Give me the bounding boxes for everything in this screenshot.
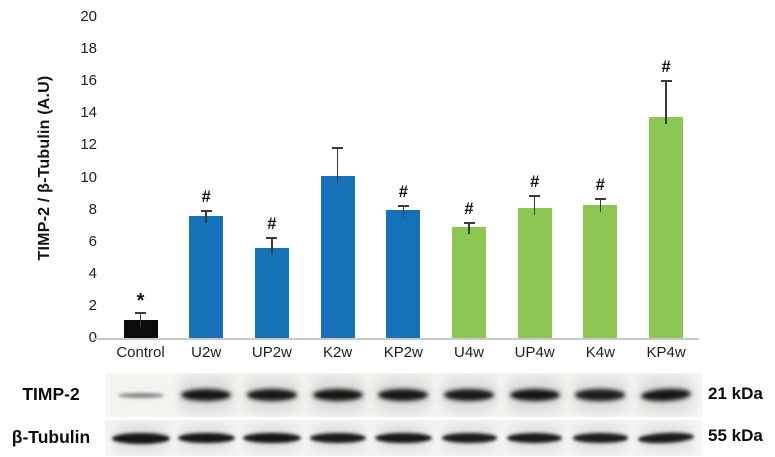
bar-up4w xyxy=(517,207,552,338)
y-tick-label: 2 xyxy=(88,296,97,314)
bar-control xyxy=(123,320,158,338)
error-bar-cap xyxy=(397,204,409,207)
bar-kp2w xyxy=(386,209,421,338)
error-bar-cap xyxy=(135,312,146,315)
error-bar-cap xyxy=(200,209,212,212)
bar-k2w xyxy=(320,175,355,338)
error-bar-cap xyxy=(529,195,541,198)
x-axis-label-u2w: U2w xyxy=(191,344,222,361)
blot-row-label-timp2: TIMP-2 xyxy=(22,384,80,404)
error-bar-cap xyxy=(594,198,606,201)
x-axis-label-kp2w: KP2w xyxy=(383,344,423,361)
blot-band xyxy=(246,389,297,401)
error-bar-cap xyxy=(332,147,344,149)
error-bar-stem xyxy=(139,312,142,328)
y-tick-label: 8 xyxy=(88,200,97,218)
y-axis-title: TIMP-2 / β-Tubulin (A.U) xyxy=(36,75,53,261)
x-axis-label-k4w: K4w xyxy=(585,344,615,361)
molecular-weight-55kda: 55 kDa xyxy=(708,426,763,445)
blot-band xyxy=(309,432,366,444)
x-axis-label-control: Control xyxy=(116,344,165,361)
blot-band xyxy=(181,389,232,401)
blot-band xyxy=(573,433,628,443)
x-axis-label-u4w: U4w xyxy=(453,344,484,361)
x-axis-label-up4w: UP4w xyxy=(514,344,555,361)
significance-marker: # xyxy=(464,200,474,219)
blot-strip-timp2 xyxy=(106,373,702,417)
error-bar-stem xyxy=(336,147,339,183)
error-bar-cap xyxy=(463,222,475,225)
blot-band xyxy=(575,389,626,401)
blot-band xyxy=(378,389,429,401)
blot-band xyxy=(111,432,170,444)
blot-band xyxy=(506,432,563,443)
bar-up2w xyxy=(254,248,289,338)
y-tick-label: 4 xyxy=(88,264,97,282)
x-axis-label-kp4w: KP4w xyxy=(646,344,686,361)
blot-band xyxy=(117,392,164,398)
blot-strip-btubulin xyxy=(105,420,702,456)
error-bar-stem xyxy=(665,79,667,124)
blot-band xyxy=(243,432,301,444)
error-bar-stem xyxy=(533,195,536,215)
error-bar-cap xyxy=(266,236,278,239)
y-tick-label: 10 xyxy=(80,168,97,186)
western-blot-panel: TIMP-2 β-Tubulin 21 kDa 55 kDa xyxy=(0,366,775,457)
blot-band xyxy=(312,389,363,401)
error-bar-cap xyxy=(660,79,672,82)
y-tick-label: 16 xyxy=(80,72,97,90)
y-tick-label: 20 xyxy=(80,8,97,25)
y-tick-label: 14 xyxy=(80,104,97,122)
x-axis-line xyxy=(93,338,699,340)
significance-marker: # xyxy=(201,187,211,206)
y-tick-label: 12 xyxy=(80,136,97,154)
error-bar-stem xyxy=(271,236,273,256)
y-tick-label: 6 xyxy=(88,232,97,250)
blot-band xyxy=(374,432,432,444)
bar-kp4w xyxy=(649,116,684,338)
blot-band xyxy=(441,433,497,443)
error-bar-stem xyxy=(599,198,602,212)
significance-marker: # xyxy=(530,173,540,192)
error-bar-stem xyxy=(402,204,405,217)
error-bar-stem xyxy=(468,222,470,235)
bar-u4w xyxy=(452,227,486,338)
x-axis-label-up2w: UP2w xyxy=(251,344,292,361)
significance-marker: * xyxy=(136,290,145,313)
significance-marker: # xyxy=(267,214,277,233)
x-axis-label-k2w: K2w xyxy=(323,344,353,361)
bar-u2w xyxy=(189,216,224,338)
blot-band xyxy=(509,389,560,401)
significance-marker: # xyxy=(595,176,605,195)
molecular-weight-21kda: 21 kDa xyxy=(708,384,763,403)
blot-band xyxy=(177,432,235,444)
blot-band xyxy=(444,389,494,401)
significance-marker: # xyxy=(661,57,671,76)
significance-marker: # xyxy=(398,182,408,201)
error-bar-stem xyxy=(205,209,207,223)
bar-chart: TIMP-2 / β-Tubulin (A.U) 0 2 4 6 8 10 12 14 16 18… xyxy=(36,8,699,361)
bar-k4w xyxy=(583,204,618,338)
y-tick-label: 18 xyxy=(80,40,97,58)
blot-row-label-btubulin: β-Tubulin xyxy=(11,427,91,447)
y-tick-label: 0 xyxy=(57,330,97,346)
